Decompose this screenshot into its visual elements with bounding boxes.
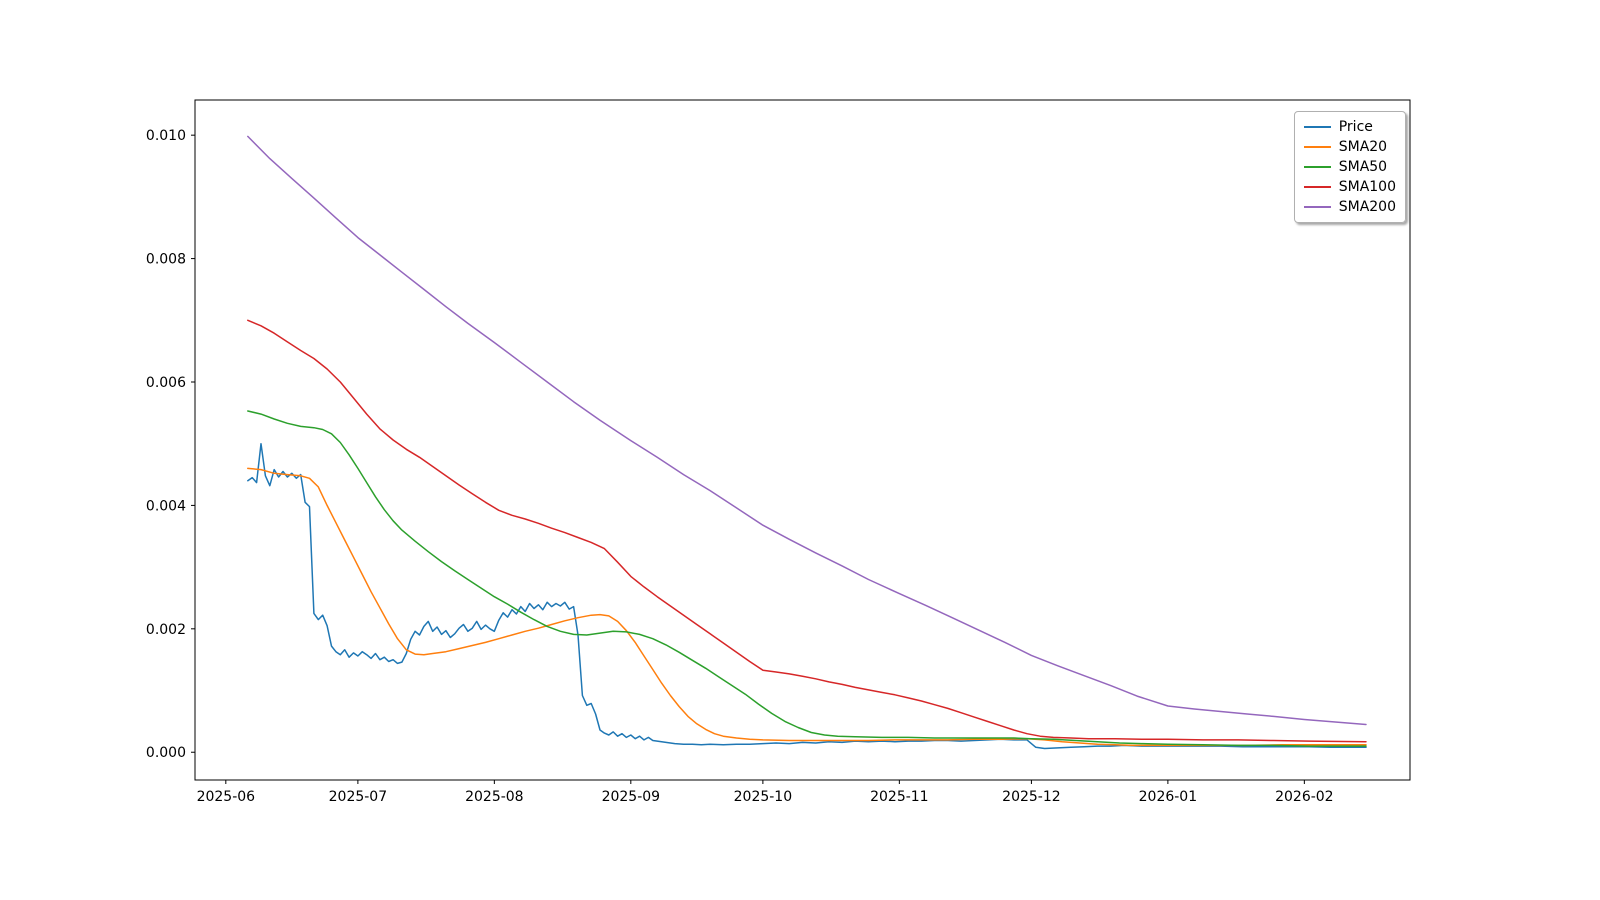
legend-entry-sma20[interactable]: SMA20 [1303,137,1396,157]
x-tick-label: 2026-02 [1275,789,1334,805]
series-line-sma50 [247,410,1367,747]
x-tick-label: 2026-01 [1139,789,1198,805]
y-tick-label: 0.010 [146,128,186,144]
x-tick-label: 2025-11 [870,789,929,805]
legend-label-sma200: SMA200 [1338,199,1396,215]
legend-entry-price[interactable]: Price [1303,117,1396,137]
legend-entry-sma50[interactable]: SMA50 [1303,157,1396,177]
x-tick-label: 2025-09 [602,789,661,805]
x-tick-label: 2025-12 [1002,789,1061,805]
legend-label-price: Price [1338,119,1373,135]
y-tick-label: 0.002 [146,622,186,638]
series-line-sma100 [247,319,1367,743]
legend-entry-sma200[interactable]: SMA200 [1303,197,1396,217]
legend-entry-sma100[interactable]: SMA100 [1303,177,1396,197]
x-tick-label: 2025-08 [465,789,524,805]
y-tick-label: 0.000 [146,745,186,761]
legend-line-swatch-sma50 [1303,166,1331,168]
legend-line-swatch-sma20 [1303,146,1331,148]
x-tick-label: 2025-10 [734,789,793,805]
plot-border [194,99,1411,781]
series-line-price [247,442,1367,750]
legend-label-sma20: SMA20 [1338,139,1388,155]
legend-line-swatch-sma200 [1303,206,1331,208]
y-tick-label: 0.004 [146,498,186,514]
x-tick-label: 2025-07 [329,789,388,805]
y-tick-label: 0.006 [146,375,186,391]
y-tick-label: 0.008 [146,252,186,268]
x-axis: 2025-06 2025-07 2025-08 2025-09 2025-10 2025-… [197,780,1334,805]
legend-label-sma100: SMA100 [1338,179,1396,195]
series-line-sma200 [247,135,1367,726]
series-line-sma20 [247,467,1367,747]
legend: Price SMA20 SMA50 SMA100 SMA200 [1293,111,1406,223]
legend-label-sma50: SMA50 [1338,159,1388,175]
legend-line-swatch-sma100 [1303,186,1331,188]
y-axis: 0.000 0.002 0.004 0.006 0.008 0.010 [146,128,195,761]
legend-line-swatch-price [1303,126,1331,128]
x-tick-label: 2025-06 [197,789,256,805]
